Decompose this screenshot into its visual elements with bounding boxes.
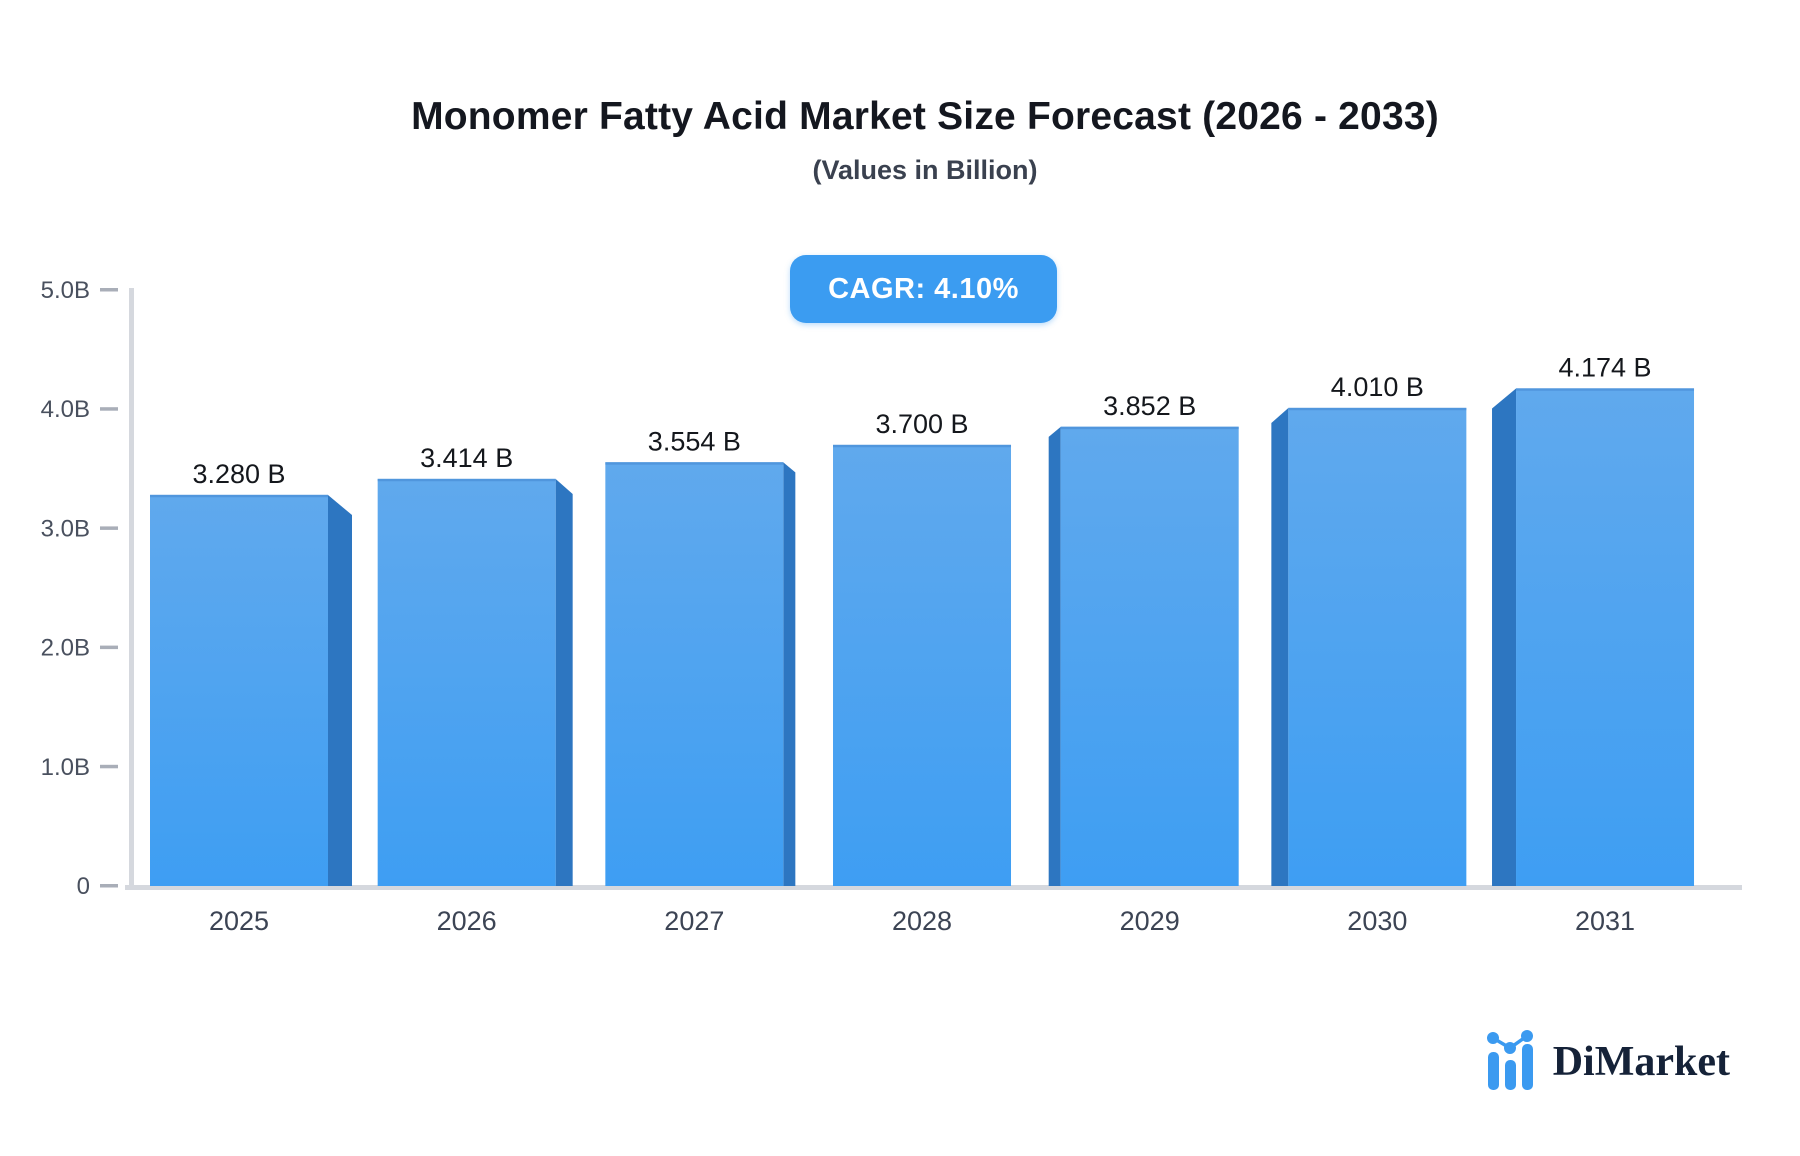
chart-header: Monomer Fatty Acid Market Size Forecast … xyxy=(25,0,1800,186)
bar-value-label: 3.554 B xyxy=(648,426,741,456)
bar xyxy=(150,495,328,886)
y-tick-label: 2.0B xyxy=(41,635,90,662)
y-tick-label: 4.0B xyxy=(41,396,90,423)
bars-layer xyxy=(150,388,1695,886)
y-tick xyxy=(100,526,118,530)
x-category-label: 2029 xyxy=(1120,906,1180,936)
y-tick xyxy=(100,884,118,888)
bar xyxy=(1288,408,1467,886)
x-category-label: 2031 xyxy=(1575,906,1635,936)
bar-value-label: 4.010 B xyxy=(1331,372,1424,402)
y-tick xyxy=(100,407,118,411)
bar-value-label: 3.700 B xyxy=(875,409,968,439)
y-tick-label: 5.0B xyxy=(41,277,90,304)
brand-logo: DiMarket xyxy=(1481,1030,1730,1094)
bar-side-face xyxy=(555,479,573,886)
x-category-label: 2027 xyxy=(664,906,724,936)
x-category-label: 2028 xyxy=(892,906,952,936)
cagr-badge: CAGR: 4.10% xyxy=(790,255,1057,323)
y-axis-line xyxy=(129,288,134,886)
brand-name: DiMarket xyxy=(1552,1039,1730,1085)
bar-side-face xyxy=(1048,426,1061,886)
x-category-label: 2030 xyxy=(1347,906,1407,936)
chart-title: Monomer Fatty Acid Market Size Forecast … xyxy=(411,95,1439,138)
y-tick xyxy=(100,764,118,769)
bar xyxy=(377,479,556,886)
bar xyxy=(605,462,784,886)
x-category-label: 2026 xyxy=(437,906,497,936)
labels-layer: 3.280 B 2025 3.414 B 2026 3.554 B 2027 3.700 B… xyxy=(192,352,1651,936)
y-tick-label: 3.0B xyxy=(41,515,90,542)
chart-subtitle: (Values in Billion) xyxy=(812,155,1038,185)
y-tick xyxy=(100,645,118,650)
bar-side-face xyxy=(328,495,352,886)
bar xyxy=(1060,426,1239,886)
cagr-badge-label: CAGR: 4.10% xyxy=(828,272,1019,305)
x-axis-line xyxy=(125,885,1742,890)
bar-side-face xyxy=(1492,388,1517,886)
y-tick xyxy=(100,288,118,292)
bar-side-face xyxy=(1271,408,1289,886)
bar-value-label: 3.280 B xyxy=(192,459,285,489)
x-category-label: 2025 xyxy=(209,906,269,936)
bar-value-label: 3.414 B xyxy=(420,443,513,473)
y-tick-label: 1.0B xyxy=(41,754,90,781)
bar-side-face xyxy=(783,462,796,886)
bar xyxy=(833,444,1012,886)
bar-value-label: 4.174 B xyxy=(1558,352,1651,382)
bar xyxy=(1516,388,1695,886)
dimarket-logo-icon xyxy=(1486,1030,1533,1090)
bar-value-label: 3.852 B xyxy=(1103,391,1196,421)
axis-layer: 0 1.0B 2.0B 3.0B 4.0B 5.0B xyxy=(41,277,1742,900)
y-tick-label: 0 xyxy=(77,873,90,900)
